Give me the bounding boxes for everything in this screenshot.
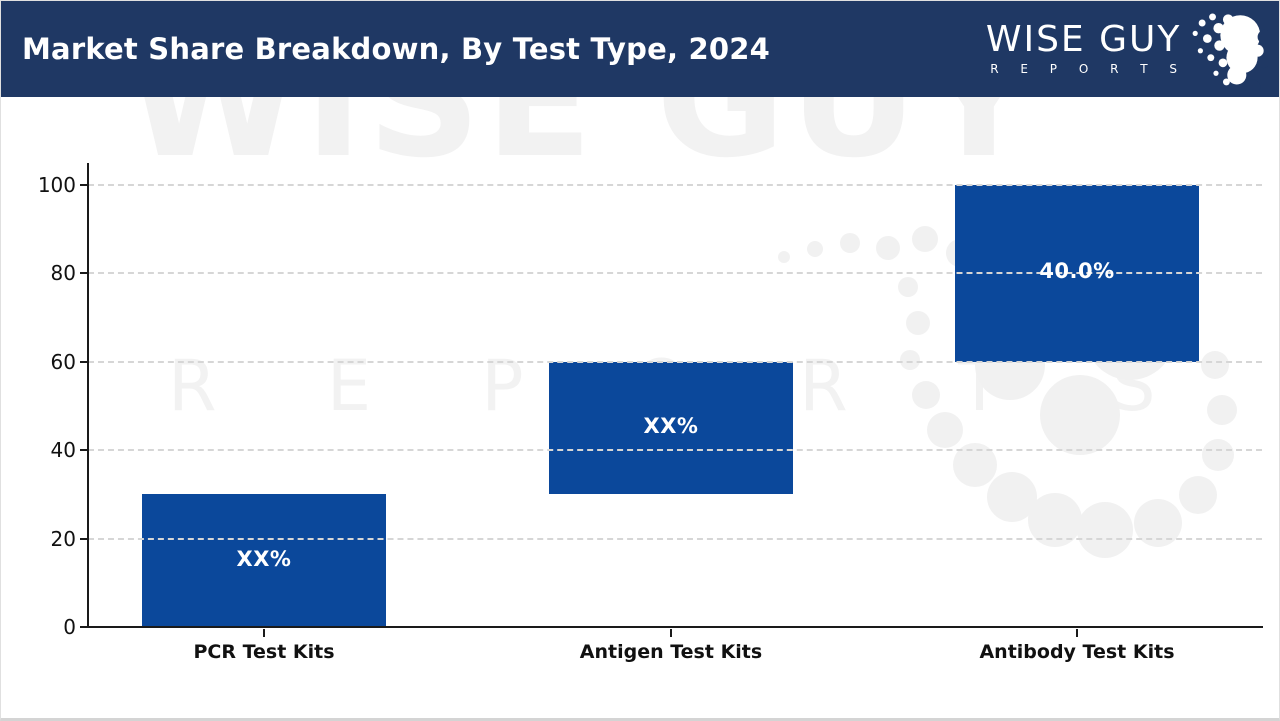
bar-value-label-pcr-test-kits: XX% xyxy=(236,546,292,571)
gridline-60 xyxy=(88,360,1262,363)
x-tick-label-antigen-test-kits: Antigen Test Kits xyxy=(579,641,763,663)
y-tick-label-0: 0 xyxy=(63,615,76,639)
header-banner: Market Share Breakdown, By Test Type, 20… xyxy=(0,0,1280,97)
logo-wordmark-line1: WISE GUY xyxy=(985,18,1182,60)
gridline-100 xyxy=(88,184,1262,186)
x-tick-label-pcr-test-kits: PCR Test Kits xyxy=(193,641,335,663)
y-axis-spine xyxy=(87,163,89,627)
logo-head-dots-icon xyxy=(1192,12,1268,91)
bar-value-label-antigen-test-kits: XX% xyxy=(643,414,699,439)
y-tick-label-20: 20 xyxy=(50,526,76,551)
y-tick-mark-60 xyxy=(80,360,88,363)
x-tick-mark-antibody-test-kits xyxy=(1076,629,1078,637)
y-tick-mark-100 xyxy=(80,184,88,186)
y-tick-mark-40 xyxy=(80,449,88,452)
chart-area: WISE GUY R E P O R T S xyxy=(0,9,1280,720)
x-tick-label-antibody-test-kits: Antibody Test Kits xyxy=(979,641,1175,663)
y-tick-label-60: 60 xyxy=(50,349,76,374)
x-tick-mark-antigen-test-kits xyxy=(670,629,672,637)
y-tick-mark-80 xyxy=(80,272,88,275)
logo-wordmark: WISE GUY R E P O R T S xyxy=(981,18,1186,76)
bar-antigen-test-kits xyxy=(549,361,793,495)
gridline-40 xyxy=(88,449,1262,452)
gridline-80 xyxy=(88,272,1262,275)
x-axis-spine xyxy=(87,626,1263,628)
y-tick-mark-20 xyxy=(80,537,88,540)
y-tick-label-100: 100 xyxy=(37,173,76,197)
y-tick-label-40: 40 xyxy=(50,438,76,463)
wise-guy-logo: WISE GUY R E P O R T S xyxy=(981,7,1280,91)
y-tick-mark-0 xyxy=(80,626,88,628)
bar-value-label-antibody-test-kits: 40.0% xyxy=(1039,259,1115,284)
gridline-20 xyxy=(88,537,1262,540)
y-tick-label-80: 80 xyxy=(50,261,76,286)
bar-pcr-test-kits xyxy=(142,494,386,627)
logo-wordmark-line2: R E P O R T S xyxy=(990,61,1186,76)
page-title: Market Share Breakdown, By Test Type, 20… xyxy=(22,31,771,66)
x-tick-mark-pcr-test-kits xyxy=(263,629,265,637)
